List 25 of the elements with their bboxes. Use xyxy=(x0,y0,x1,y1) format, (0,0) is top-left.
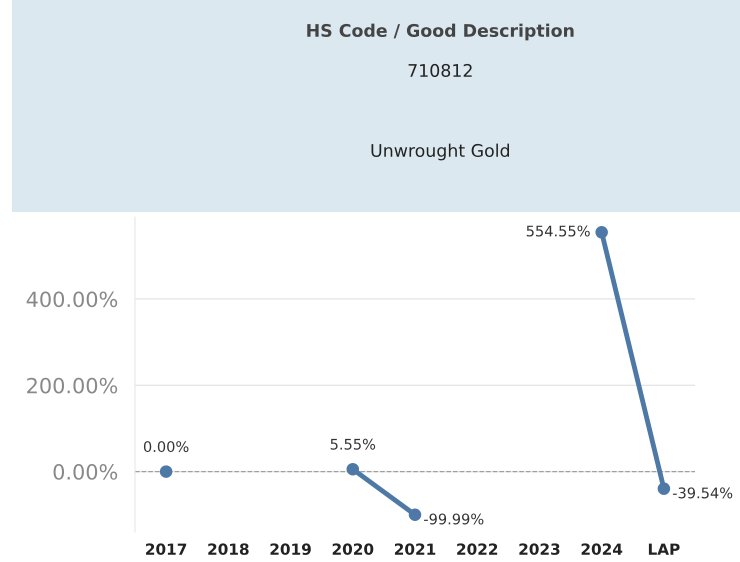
x-tick-label: 2023 xyxy=(519,543,560,555)
x-tick-label: 2018 xyxy=(208,543,249,555)
data-label: 0.00% xyxy=(144,441,188,452)
point xyxy=(658,482,670,495)
point xyxy=(346,462,360,476)
x-tick-label: 2024 xyxy=(582,543,622,555)
point xyxy=(160,465,172,478)
point xyxy=(595,226,608,239)
data-label: 5.55% xyxy=(330,438,376,450)
x-tick-label: LAP xyxy=(648,544,680,555)
y-tick-label: 400.00% xyxy=(26,291,118,308)
chart-title: HS Code / Good Description xyxy=(307,24,574,40)
x-tick-label: 2019 xyxy=(270,543,311,555)
point xyxy=(408,508,422,521)
chart-subtitle: 710812 xyxy=(408,64,472,78)
y-tick-label: 0.00% xyxy=(54,464,118,480)
x-tick-label: 2017 xyxy=(146,543,186,555)
data-label: 554.55% xyxy=(526,225,590,237)
y-tick-label: 200.00% xyxy=(27,378,118,394)
data-label: -39.54% xyxy=(672,487,732,498)
x-tick-label: 2020 xyxy=(332,543,374,555)
data-label: -99.99% xyxy=(424,513,484,525)
x-tick-label: 2021 xyxy=(394,543,436,555)
x-tick-label: 2022 xyxy=(457,543,498,555)
text: Unwrought Gold xyxy=(372,144,509,160)
